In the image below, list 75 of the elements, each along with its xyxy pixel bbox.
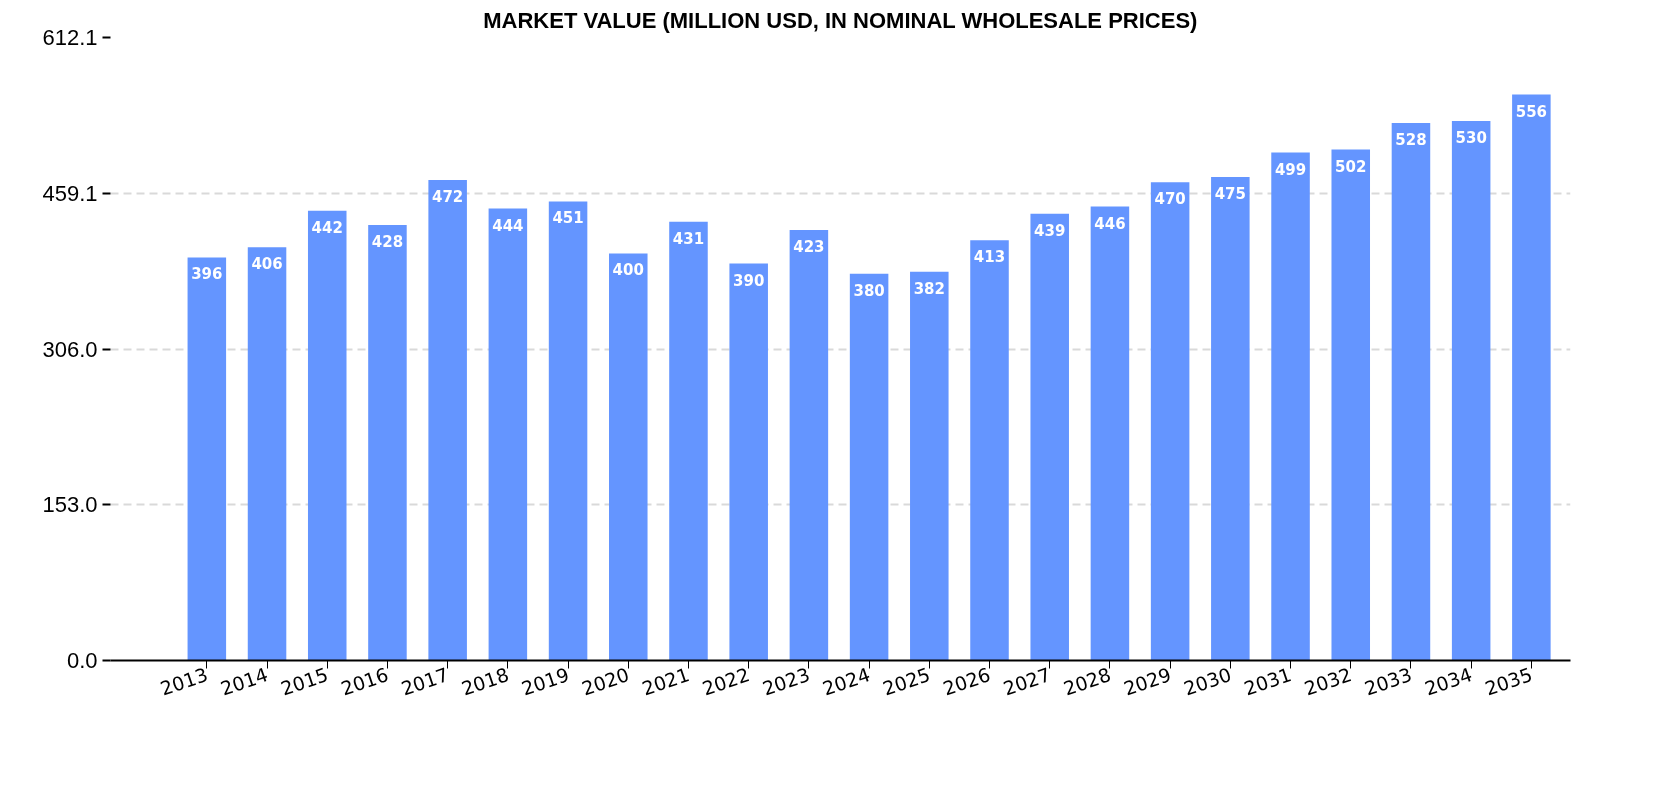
- x-tick-label: 2033: [1361, 663, 1415, 700]
- bar: [247, 247, 287, 661]
- x-tick-label: 2023: [759, 663, 813, 700]
- x-tick-label: 2026: [940, 663, 994, 700]
- y-tick-label: 153.0: [42, 492, 98, 518]
- bar: [729, 263, 768, 661]
- data-label: 382: [913, 279, 945, 298]
- data-label: 451: [552, 209, 584, 228]
- bar: [1090, 206, 1130, 661]
- x-tick-label: 2018: [458, 663, 512, 700]
- x-tick-label: 2014: [217, 663, 271, 700]
- data-label: 390: [733, 271, 765, 290]
- y-tick-label: 459.1: [42, 180, 98, 206]
- x-tick-label: 2015: [277, 663, 331, 700]
- bar: [1331, 149, 1371, 661]
- x-tick-label: 2016: [338, 663, 392, 700]
- x-tick-label: 2022: [699, 663, 753, 700]
- data-label: 396: [191, 265, 223, 284]
- x-tick-label: 2031: [1241, 663, 1295, 700]
- bar: [1451, 121, 1491, 661]
- data-label: 530: [1455, 129, 1487, 148]
- data-label: 556: [1515, 102, 1548, 121]
- x-tick-label: 2021: [639, 663, 693, 700]
- data-label: 470: [1154, 190, 1186, 209]
- x-tick-label: 2032: [1301, 663, 1355, 700]
- y-tick-label: 306.0: [42, 336, 98, 362]
- data-label: 431: [672, 229, 705, 248]
- bar: [849, 273, 889, 661]
- data-label: 444: [492, 216, 524, 235]
- data-label: 423: [793, 237, 825, 256]
- data-label: 400: [612, 261, 644, 280]
- x-tick-label: 2030: [1181, 663, 1234, 700]
- bar: [488, 208, 528, 661]
- data-label: 446: [1094, 214, 1126, 233]
- data-label: 528: [1395, 131, 1427, 150]
- x-tick-label: 2024: [819, 663, 873, 700]
- chart-title: MARKET VALUE (MILLION USD, IN NOMINAL WHOLESALE PRICES): [483, 7, 1198, 33]
- data-label: 502: [1335, 157, 1367, 176]
- x-tick-label: 2027: [1000, 663, 1054, 700]
- x-tick-label: 2020: [578, 663, 632, 700]
- data-label: 475: [1214, 185, 1246, 204]
- x-tick-label: 2029: [1120, 663, 1174, 700]
- data-label: 428: [371, 232, 404, 251]
- x-tick-label: 2013: [157, 663, 211, 700]
- bar: [187, 257, 227, 661]
- x-tick-label: 2035: [1482, 663, 1535, 700]
- bar: [609, 253, 648, 661]
- bar: [669, 221, 708, 661]
- bar: [970, 240, 1009, 661]
- bar: [548, 201, 588, 661]
- x-tick-label: 2019: [518, 663, 572, 700]
- bar: [789, 229, 829, 661]
- data-label: 472: [432, 188, 464, 207]
- bar: [1391, 123, 1431, 661]
- bar: [1271, 152, 1310, 661]
- data-label: 413: [973, 248, 1006, 267]
- x-tick-label: 2028: [1060, 663, 1114, 700]
- bar: [1150, 182, 1190, 661]
- x-tick-label: 2025: [880, 663, 933, 700]
- data-label: 406: [251, 255, 283, 274]
- bar: [428, 180, 467, 661]
- bar: [910, 271, 949, 661]
- y-tick-label: 0.0: [66, 648, 98, 673]
- bar: [1030, 213, 1069, 661]
- data-label: 499: [1274, 160, 1307, 179]
- data-label: 442: [311, 218, 343, 237]
- y-tick-label: 612.1: [42, 25, 98, 50]
- data-label: 380: [853, 281, 885, 300]
- bar: [1512, 94, 1551, 661]
- bar: [368, 224, 407, 661]
- bar: [307, 210, 347, 661]
- x-tick-label: 2017: [398, 663, 452, 700]
- x-tick-label: 2034: [1421, 663, 1475, 700]
- bar: [1211, 177, 1250, 661]
- data-label: 439: [1034, 221, 1066, 240]
